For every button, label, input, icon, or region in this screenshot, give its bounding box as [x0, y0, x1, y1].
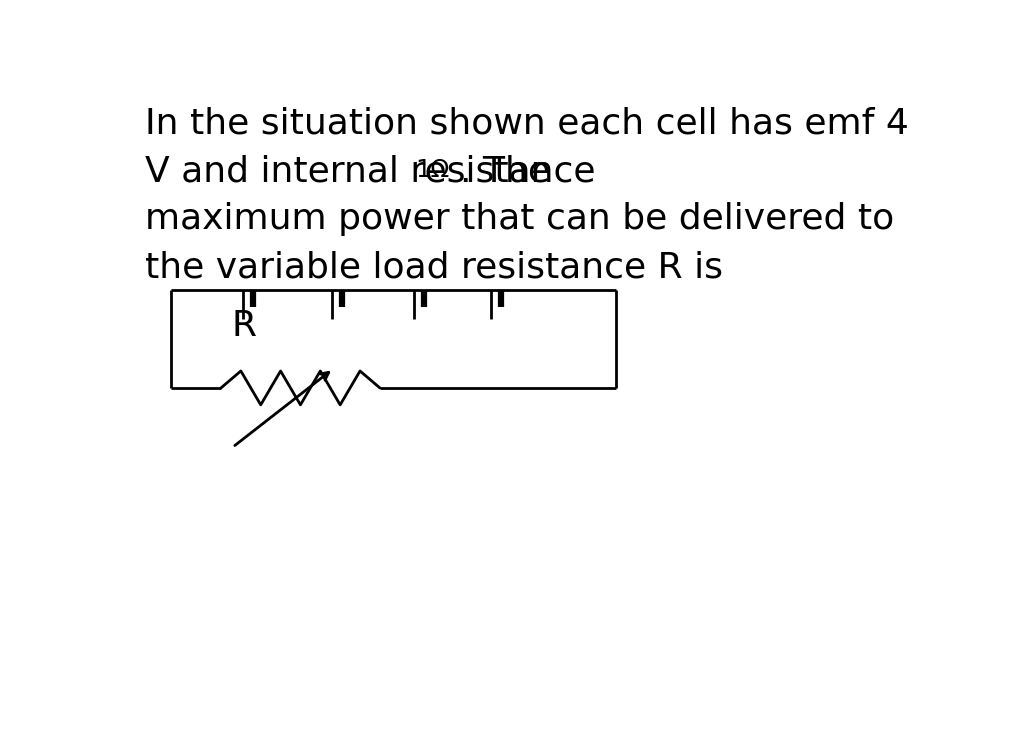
Text: 1Ω: 1Ω	[415, 158, 449, 182]
Text: the variable load resistance R is: the variable load resistance R is	[145, 250, 723, 284]
Text: V and internal resistance: V and internal resistance	[145, 155, 607, 189]
Text: In the situation shown each cell has emf 4: In the situation shown each cell has emf…	[145, 107, 909, 141]
Text: R: R	[231, 309, 257, 343]
Text: maximum power that can be delivered to: maximum power that can be delivered to	[145, 202, 894, 236]
Text: . The: . The	[460, 155, 550, 189]
